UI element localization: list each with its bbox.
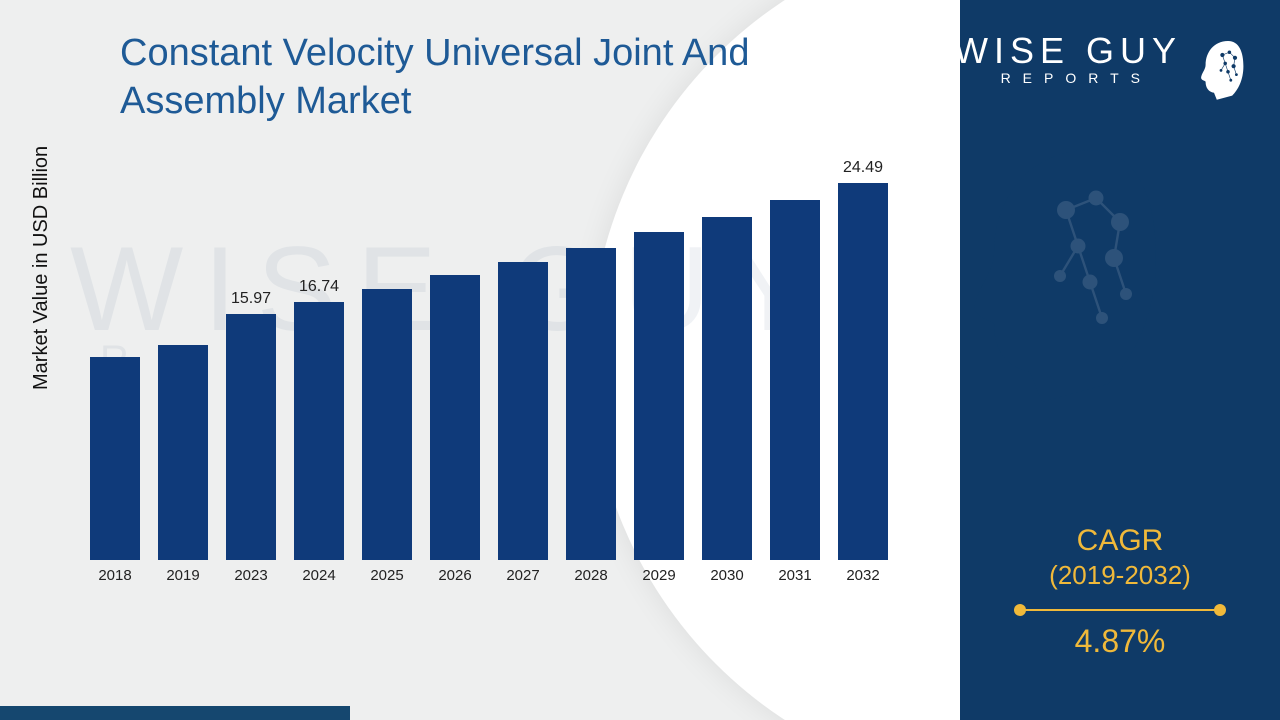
bar-wrap: 24.492032 xyxy=(838,183,888,560)
x-tick-label: 2031 xyxy=(765,567,825,584)
bar-wrap: 2025 xyxy=(362,289,412,560)
cagr-title: CAGR xyxy=(990,524,1250,558)
bar xyxy=(634,232,684,560)
watermark-head-icon xyxy=(910,120,1210,420)
bar xyxy=(362,289,412,560)
cagr-divider-line xyxy=(1020,609,1220,611)
bar-wrap: 16.742024 xyxy=(294,302,344,560)
brand-head-icon xyxy=(1186,34,1256,104)
page-root: WISE GUY REPORTS WISE GUY REPORTS Consta… xyxy=(0,0,1280,720)
x-tick-label: 2028 xyxy=(561,567,621,584)
x-tick-label: 2029 xyxy=(629,567,689,584)
x-tick-label: 2027 xyxy=(493,567,553,584)
bar-wrap: 2028 xyxy=(566,248,616,560)
bar xyxy=(838,183,888,560)
bar xyxy=(90,357,140,560)
cagr-value: 4.87% xyxy=(990,623,1250,660)
bottom-accent-strip xyxy=(0,706,350,720)
bar-wrap: 2031 xyxy=(770,200,820,560)
x-tick-label: 2024 xyxy=(289,567,349,584)
bar-wrap: 2027 xyxy=(498,262,548,560)
y-axis-label: Market Value in USD Billion xyxy=(30,146,53,390)
brand-logo-main: WISE GUY xyxy=(954,30,1182,72)
x-tick-label: 2032 xyxy=(833,567,893,584)
cagr-block: CAGR (2019-2032) 4.87% xyxy=(990,524,1250,660)
bar-wrap: 2019 xyxy=(158,345,208,560)
bar-wrap: 2029 xyxy=(634,232,684,560)
bar-chart: 2018 2019 15.972023 16.742024 2025 2026 2027 20… xyxy=(90,160,900,580)
brand-logo: WISE GUY REPORTS xyxy=(954,30,1250,86)
x-tick-label: 2030 xyxy=(697,567,757,584)
x-tick-label: 2023 xyxy=(221,567,281,584)
bar-wrap: 2018 xyxy=(90,357,140,560)
bar xyxy=(226,314,276,560)
cagr-range: (2019-2032) xyxy=(990,560,1250,591)
bar-wrap: 15.972023 xyxy=(226,314,276,560)
x-tick-label: 2019 xyxy=(153,567,213,584)
bar xyxy=(566,248,616,560)
bar-wrap: 2026 xyxy=(430,275,480,560)
bar xyxy=(430,275,480,560)
bar xyxy=(158,345,208,560)
bar xyxy=(498,262,548,560)
bar-value-label: 16.74 xyxy=(279,278,359,296)
x-tick-label: 2026 xyxy=(425,567,485,584)
bar-container: 2018 2019 15.972023 16.742024 2025 2026 2027 20… xyxy=(90,160,900,560)
bar xyxy=(770,200,820,560)
brand-logo-sub: REPORTS xyxy=(954,70,1152,86)
bar-wrap: 2030 xyxy=(702,217,752,560)
bar xyxy=(702,217,752,560)
bar-value-label: 24.49 xyxy=(823,159,903,177)
bar xyxy=(294,302,344,560)
page-title: Constant Velocity Universal Joint And As… xyxy=(120,30,760,125)
x-tick-label: 2025 xyxy=(357,567,417,584)
x-tick-label: 2018 xyxy=(85,567,145,584)
